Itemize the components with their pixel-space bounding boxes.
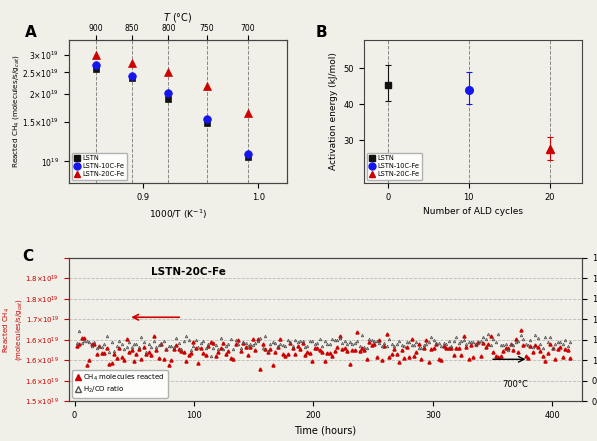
Legend: CH$_4$ molecules reacted, H$_2$/CO ratio: CH$_4$ molecules reacted, H$_2$/CO ratio xyxy=(72,370,168,398)
X-axis label: Number of ALD cycles: Number of ALD cycles xyxy=(423,207,523,217)
Text: 700°C: 700°C xyxy=(503,380,528,389)
Y-axis label: Activation energy (kJ/mol): Activation energy (kJ/mol) xyxy=(329,52,338,170)
Text: A: A xyxy=(25,25,36,40)
X-axis label: 1000/T (K$^{-1}$): 1000/T (K$^{-1}$) xyxy=(149,207,207,221)
Legend: LSTN, LSTN-10C-Fe, LSTN-20C-Fe: LSTN, LSTN-10C-Fe, LSTN-20C-Fe xyxy=(72,153,127,180)
X-axis label: $T$ (°C): $T$ (°C) xyxy=(163,11,193,24)
Y-axis label: Reacted CH$_4$ (molecules/s/g$_{cat}$): Reacted CH$_4$ (molecules/s/g$_{cat}$) xyxy=(11,55,21,168)
X-axis label: Time (hours): Time (hours) xyxy=(294,426,356,436)
Y-axis label: Reacted CH$_4$
(molecules/s/g$_{cat}$): Reacted CH$_4$ (molecules/s/g$_{cat}$) xyxy=(2,298,24,361)
Text: LSTN-20C-Fe: LSTN-20C-Fe xyxy=(151,267,226,277)
Text: B: B xyxy=(316,25,327,40)
Text: C: C xyxy=(23,249,33,264)
Legend: LSTN, LSTN-10C-Fe, LSTN-20C-Fe: LSTN, LSTN-10C-Fe, LSTN-20C-Fe xyxy=(367,153,423,180)
